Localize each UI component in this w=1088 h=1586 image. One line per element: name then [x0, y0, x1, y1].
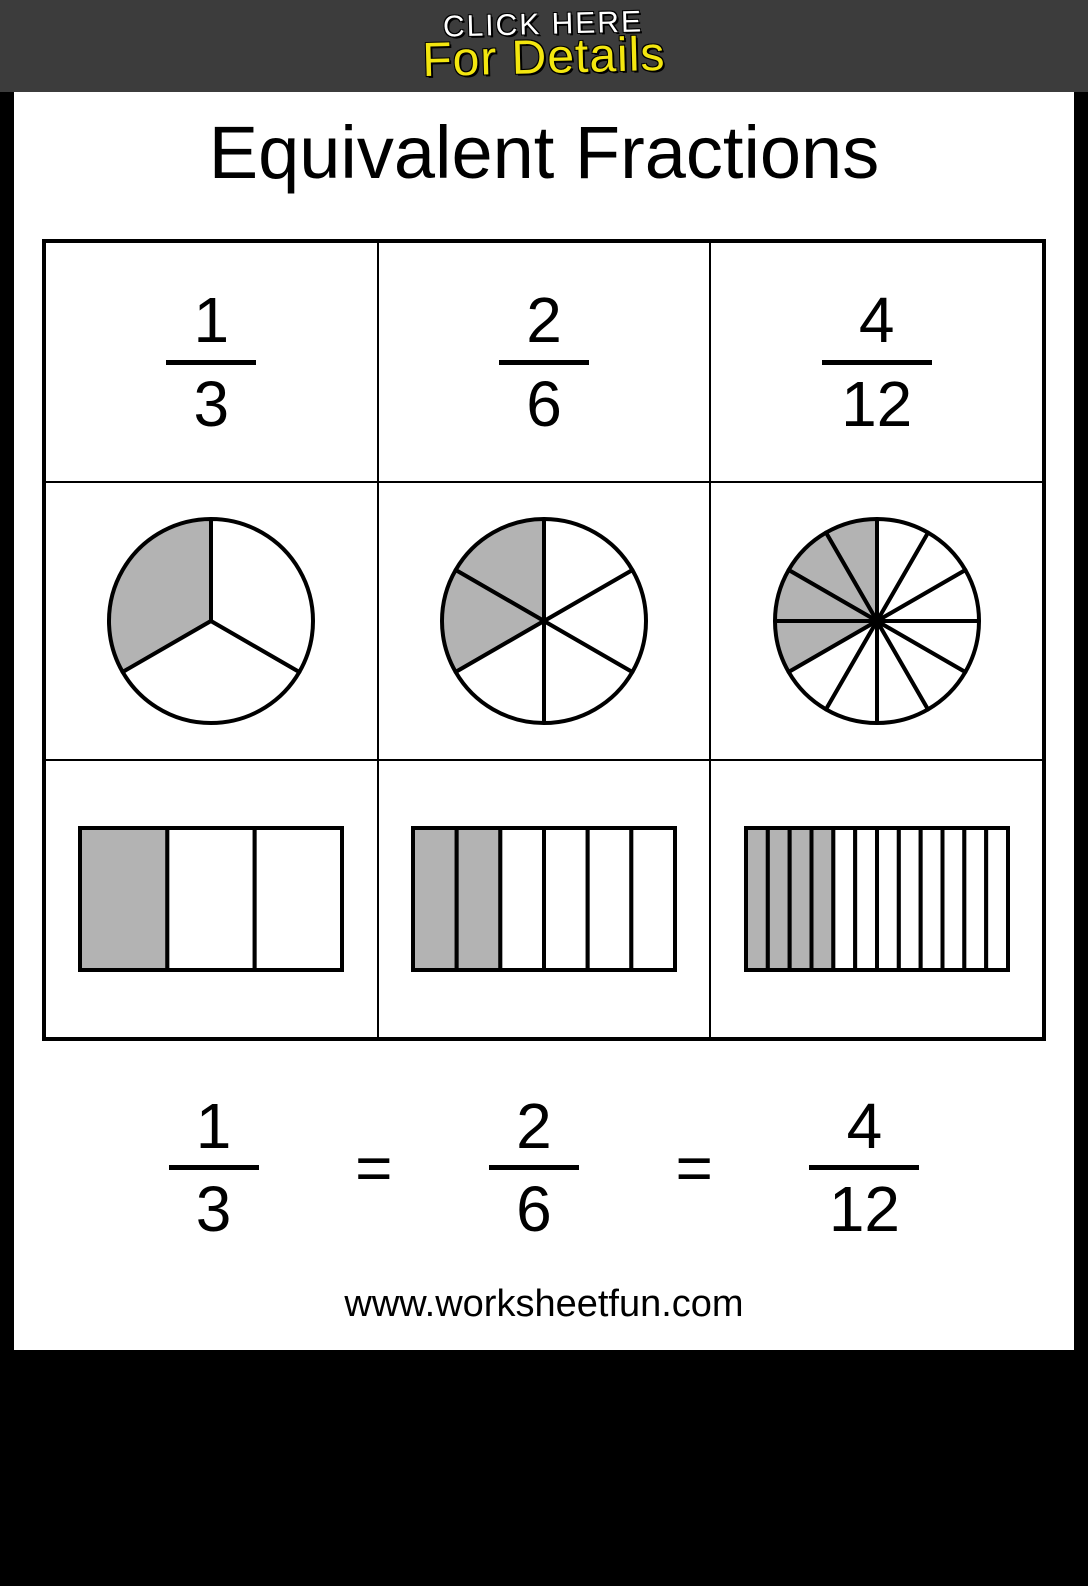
- cell-fraction-3: 4 12: [710, 242, 1043, 482]
- denominator: 6: [526, 369, 562, 439]
- fraction-bar: [169, 1165, 259, 1170]
- fraction-bar: [499, 360, 589, 365]
- promo-banner[interactable]: CLICK HERE For Details: [0, 0, 1088, 92]
- eq-fraction-3: 4 12: [809, 1091, 919, 1245]
- numerator: 2: [526, 285, 562, 355]
- fraction-bar: [822, 360, 932, 365]
- equals-sign: =: [355, 1131, 392, 1205]
- numerator: 4: [847, 1091, 883, 1161]
- eq-fraction-2: 2 6: [489, 1091, 579, 1245]
- bar-diagram-1: [76, 824, 346, 974]
- denominator: 3: [196, 1174, 232, 1244]
- numerator: 2: [516, 1091, 552, 1161]
- equation-row: 1 3 = 2 6 = 4 12: [42, 1091, 1046, 1245]
- fraction-3: 4 12: [822, 285, 932, 439]
- bar-diagram-2: [409, 824, 679, 974]
- equals-sign: =: [676, 1131, 713, 1205]
- cell-fraction-1: 1 3: [45, 242, 378, 482]
- cell-bar-3: [710, 760, 1043, 1038]
- pie-diagram-2: [434, 511, 654, 731]
- bar-diagram-3: [742, 824, 1012, 974]
- cell-circle-2: [378, 482, 711, 760]
- fraction-2: 2 6: [499, 285, 589, 439]
- fraction-1: 1 3: [166, 285, 256, 439]
- denominator: 12: [829, 1174, 900, 1244]
- pie-diagram-1: [101, 511, 321, 731]
- numerator: 1: [194, 285, 230, 355]
- banner-line2: For Details: [422, 31, 666, 85]
- worksheet-page: Equivalent Fractions 1 3 2 6 4 12: [14, 92, 1074, 1350]
- denominator: 12: [841, 369, 912, 439]
- banner-text: CLICK HERE For Details: [422, 7, 667, 85]
- cell-bar-1: [45, 760, 378, 1038]
- eq-fraction-1: 1 3: [169, 1091, 259, 1245]
- cell-bar-2: [378, 760, 711, 1038]
- pie-diagram-3: [767, 511, 987, 731]
- denominator: 3: [194, 369, 230, 439]
- fraction-bar: [809, 1165, 919, 1170]
- fraction-bar: [166, 360, 256, 365]
- page-title: Equivalent Fractions: [42, 110, 1046, 195]
- fraction-grid: 1 3 2 6 4 12: [42, 239, 1046, 1041]
- denominator: 6: [516, 1174, 552, 1244]
- numerator: 1: [196, 1091, 232, 1161]
- fraction-bar: [489, 1165, 579, 1170]
- cell-fraction-2: 2 6: [378, 242, 711, 482]
- footer-url: www.worksheetfun.com: [42, 1283, 1046, 1326]
- cell-circle-1: [45, 482, 378, 760]
- cell-circle-3: [710, 482, 1043, 760]
- numerator: 4: [859, 285, 895, 355]
